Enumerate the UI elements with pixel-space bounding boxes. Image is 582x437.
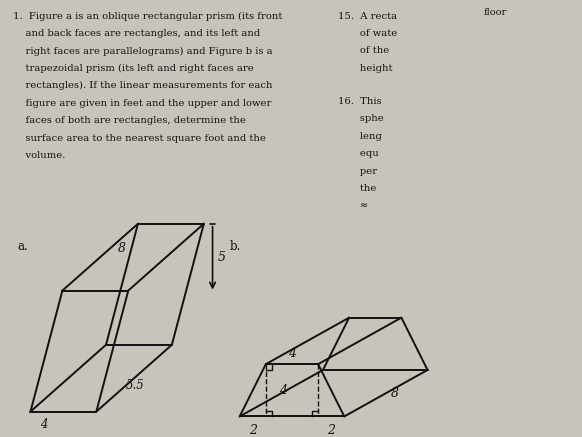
Text: ≈: ≈ [339, 201, 369, 211]
Text: 2: 2 [249, 424, 257, 437]
Text: height: height [339, 64, 393, 73]
Text: volume.: volume. [13, 151, 65, 160]
Text: floor: floor [484, 8, 507, 17]
Text: rectangles). If the linear measurements for each: rectangles). If the linear measurements … [13, 81, 272, 90]
Text: 4: 4 [279, 384, 288, 397]
Text: sphe: sphe [339, 114, 384, 123]
Text: and back faces are rectangles, and its left and: and back faces are rectangles, and its l… [13, 29, 260, 38]
Text: figure are given in feet and the upper and lower: figure are given in feet and the upper a… [13, 99, 271, 108]
Text: 2: 2 [327, 424, 335, 437]
Text: 8: 8 [391, 387, 399, 400]
Text: surface area to the nearest square foot and the: surface area to the nearest square foot … [13, 134, 266, 142]
Text: equ: equ [339, 149, 379, 158]
Text: 5.5: 5.5 [126, 379, 144, 392]
Text: a.: a. [17, 240, 28, 253]
Text: right faces are parallelograms) and Figure b is a: right faces are parallelograms) and Figu… [13, 46, 273, 55]
Text: trapezoidal prism (its left and right faces are: trapezoidal prism (its left and right fa… [13, 64, 254, 73]
Text: leng: leng [339, 132, 382, 141]
Text: of the: of the [339, 46, 390, 55]
Text: 15.  A recta: 15. A recta [339, 12, 398, 21]
Text: the: the [339, 184, 377, 193]
Text: 8: 8 [118, 242, 126, 255]
Text: 16.  This: 16. This [339, 97, 382, 106]
Text: 4: 4 [40, 418, 48, 431]
Text: per: per [339, 166, 378, 176]
Text: of wate: of wate [339, 29, 398, 38]
Text: 4: 4 [288, 347, 296, 360]
Text: faces of both are rectangles, determine the: faces of both are rectangles, determine … [13, 116, 246, 125]
Text: 1.  Figure a is an oblique rectangular prism (its front: 1. Figure a is an oblique rectangular pr… [13, 12, 282, 21]
Text: 5: 5 [218, 251, 225, 264]
Text: b.: b. [230, 240, 242, 253]
